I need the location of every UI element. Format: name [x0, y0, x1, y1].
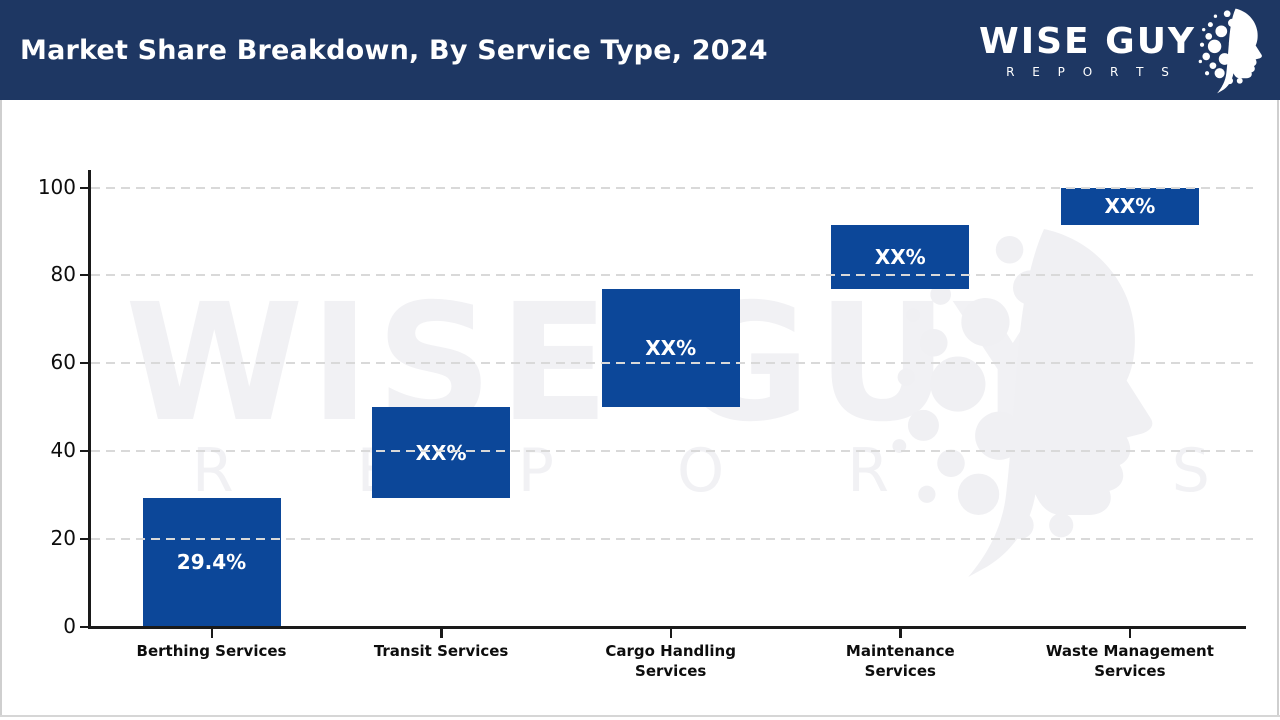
bar-value-label-transit-services: XX% — [415, 440, 467, 465]
bar-value-label-waste-management-services: XX% — [1104, 194, 1156, 219]
y-tick-100 — [80, 186, 89, 189]
y-tick-40 — [80, 450, 89, 453]
x-tick-maintenance-services — [899, 629, 902, 638]
bar-value-label-maintenance-services: XX% — [874, 244, 926, 269]
y-tick-label-40: 40 — [50, 438, 76, 463]
x-tick-transit-services — [440, 629, 443, 638]
x-axis-line — [88, 626, 1246, 629]
y-tick-label-80: 80 — [50, 262, 76, 287]
wise-guy-logo: WISE GUY R E P O R T S — [979, 6, 1266, 96]
x-tick-waste-management-services — [1128, 629, 1132, 638]
card-border-right — [1277, 100, 1279, 716]
gridline-60 — [91, 362, 1253, 365]
gridline-40 — [91, 450, 1253, 453]
y-axis-line — [88, 170, 91, 628]
bar-value-label-cargo-handling-services: XX% — [645, 335, 697, 360]
y-tick-label-0: 0 — [63, 614, 76, 638]
header-bar: Market Share Breakdown, By Service Type,… — [0, 0, 1280, 100]
x-tick-label-berthing-services: Berthing Services — [136, 642, 287, 660]
bar-cargo-handling-services: XX% — [601, 288, 740, 408]
logo-text: WISE GUY R E P O R T S — [978, 20, 1196, 79]
bar-value-label-berthing-services: 29.4% — [176, 550, 247, 575]
x-tick-cargo-handling-services — [669, 629, 673, 638]
x-tick-label-waste-management-services: Waste Management Services — [1045, 642, 1214, 681]
gridline-100 — [91, 186, 1253, 189]
x-tick-berthing-services — [210, 629, 213, 638]
bar-waste-management-services: XX% — [1060, 187, 1199, 225]
gridline-80 — [91, 274, 1253, 277]
bar-transit-services: XX% — [372, 407, 511, 498]
logo-subtitle: R E P O R T S — [1006, 64, 1176, 79]
page-title: Market Share Breakdown, By Service Type,… — [20, 34, 768, 66]
y-tick-label-60: 60 — [50, 350, 76, 375]
y-tick-20 — [80, 538, 89, 541]
card-border-left — [0, 100, 2, 716]
y-tick-label-20: 20 — [50, 526, 76, 551]
logo-wordmark: WISE GUY — [978, 20, 1196, 62]
y-tick-label-100: 100 — [37, 174, 76, 199]
logo-head-icon — [1198, 8, 1262, 94]
y-tick-80 — [80, 274, 89, 277]
gridline-20 — [91, 538, 1253, 541]
x-tick-label-transit-services: Transit Services — [373, 642, 509, 660]
bar-maintenance-services: XX% — [831, 224, 970, 289]
bar-berthing-services: 29.4% — [142, 497, 281, 627]
y-tick-60 — [80, 362, 89, 365]
x-tick-label-cargo-handling-services: Cargo Handling Services — [605, 642, 736, 681]
x-tick-label-maintenance-services: Maintenance Services — [845, 642, 955, 681]
y-tick-0 — [80, 626, 89, 628]
card-border-bottom — [0, 715, 1280, 717]
